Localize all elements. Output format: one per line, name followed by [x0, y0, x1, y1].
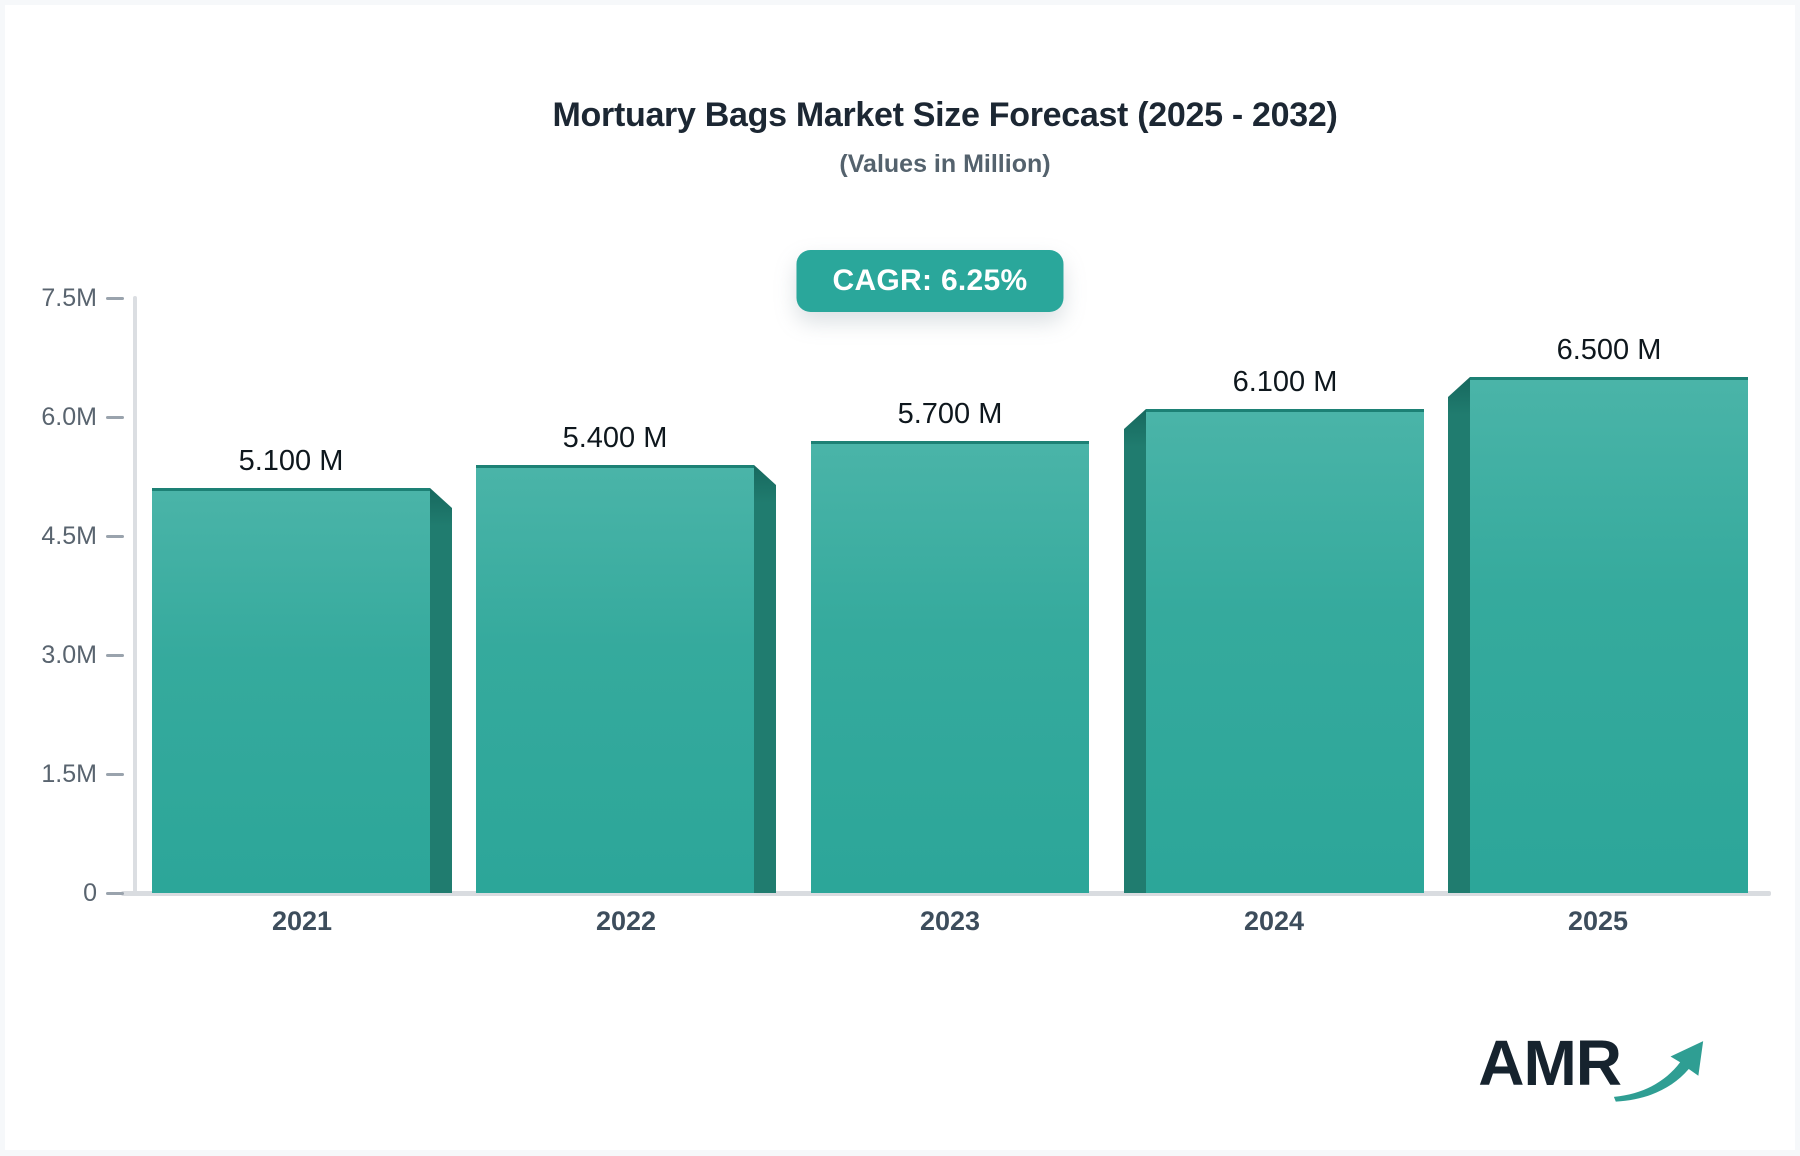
x-label-2021: 2021 — [271, 906, 333, 936]
bar-slot-2023: 5.700 M — [788, 298, 1112, 893]
bar-3d-side-2022 — [754, 465, 776, 893]
bar-value-label-2025: 6.500 M — [1556, 334, 1662, 366]
y-tick-dash — [106, 891, 124, 895]
bar-slot-2021: 5.100 M — [140, 298, 464, 893]
y-tick-dash — [106, 296, 124, 300]
bar-face-2024 — [1146, 409, 1424, 893]
amr-logo-text: AMR — [1478, 1027, 1622, 1099]
chart-header: Mortuary Bags Market Size Forecast (2025… — [145, 5, 1745, 179]
bar-value-label-2023: 5.700 M — [897, 398, 1003, 430]
y-tick-label: 7.5M — [41, 284, 97, 312]
bar-3d-side-2021 — [430, 488, 452, 893]
y-tick-dash — [106, 653, 124, 657]
bar-3d-side-2024 — [1124, 409, 1146, 893]
x-label-2022: 2022 — [595, 906, 657, 936]
growth-arrow-icon — [1613, 1041, 1704, 1102]
bar-value-label-2021: 5.100 M — [238, 445, 344, 477]
bar-2023: 5.700 M — [800, 398, 1100, 893]
chart-card: Mortuary Bags Market Size Forecast (2025… — [5, 5, 1795, 1150]
y-tick-label: 4.5M — [41, 522, 97, 550]
y-tick-dash — [106, 772, 124, 776]
bar-2022: 5.400 M — [476, 422, 776, 893]
bar-slot-2022: 5.400 M — [464, 298, 788, 893]
x-label-2024: 2024 — [1243, 906, 1305, 936]
y-tick-label: 6.0M — [41, 403, 97, 431]
x-axis-labels: 2021 2022 2023 2024 2025 — [140, 906, 1760, 937]
bar-slot-2024: 6.100 M — [1112, 298, 1436, 893]
bar-2025: 6.500 M — [1448, 334, 1748, 893]
bar-face-2021 — [152, 488, 430, 893]
chart-title: Mortuary Bags Market Size Forecast (2025… — [552, 96, 1338, 134]
amr-logo: AMR — [1478, 1031, 1707, 1105]
bar-face-2022 — [476, 465, 754, 893]
x-label-2025: 2025 — [1567, 906, 1629, 936]
bar-value-label-2024: 6.100 M — [1232, 366, 1338, 398]
bar-slot-2025: 6.500 M — [1436, 298, 1760, 893]
x-axis-line — [121, 891, 1771, 896]
cagr-badge: CAGR: 6.25% — [796, 250, 1064, 312]
bar-value-label-2022: 5.400 M — [562, 422, 668, 454]
y-axis-line — [133, 296, 137, 893]
bar-2024: 6.100 M — [1124, 366, 1424, 893]
bar-face-2025 — [1470, 377, 1748, 893]
bar-3d-side-2025 — [1448, 377, 1470, 893]
y-tick-label: 1.5M — [41, 760, 97, 788]
chart-subtitle: (Values in Million) — [839, 150, 1051, 178]
plot-area: 5.100 M 5.400 M 5.700 M 6.100 M 6.500 M — [140, 298, 1760, 893]
y-tick-dash — [106, 415, 124, 419]
y-tick-dash — [106, 534, 124, 538]
bar-2021: 5.100 M — [152, 445, 452, 893]
x-label-2023: 2023 — [919, 906, 981, 936]
y-tick-label: 0 — [83, 879, 97, 907]
bar-face-2023 — [811, 441, 1089, 893]
y-tick-label: 3.0M — [41, 641, 97, 669]
